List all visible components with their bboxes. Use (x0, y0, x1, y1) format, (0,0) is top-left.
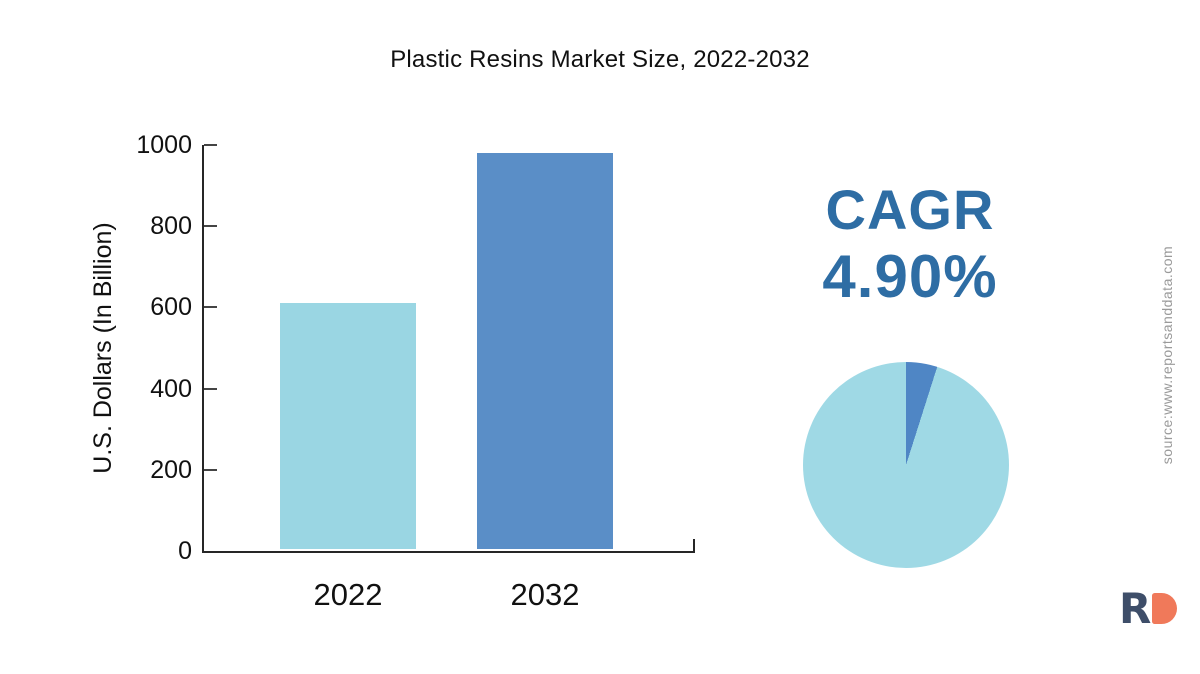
chart-title: Plastic Resins Market Size, 2022-2032 (390, 46, 810, 73)
bar-2032 (477, 153, 613, 549)
y-axis-line (202, 145, 204, 553)
y-tick-mark-800 (204, 225, 217, 228)
x-axis-line (202, 551, 695, 553)
y-tick-label-0: 0 (178, 537, 192, 565)
x-tick-label-2022: 2022 (313, 577, 383, 612)
bar-chart-plot-area: 0 200 400 600 800 1000 2022 2032 (136, 132, 695, 612)
logo-letter-r: R (1119, 584, 1151, 633)
cagr-block: CAGR 4.90% (775, 180, 1045, 314)
y-tick-label-600: 600 (150, 293, 192, 322)
y-tick-label-400: 400 (150, 374, 192, 403)
source-attribution: source:www.reportsanddata.com (1159, 245, 1175, 465)
brand-logo: R (1119, 584, 1178, 633)
cagr-value: 4.90% (822, 243, 998, 310)
y-tick-mark-200 (204, 468, 217, 471)
logo-letter-d-shape (1152, 593, 1178, 624)
x-tick-label-2032: 2032 (510, 577, 580, 612)
cagr-pie-chart (803, 362, 1009, 568)
x-axis-end-tick (693, 539, 695, 551)
y-tick-label-800: 800 (150, 212, 192, 241)
y-tick-mark-1000 (204, 144, 217, 146)
bar-2022 (280, 303, 416, 549)
y-tick-label-1000: 1000 (136, 131, 192, 159)
y-tick-mark-600 (204, 306, 217, 309)
y-tick-label-200: 200 (150, 455, 192, 484)
y-tick-mark-400 (204, 387, 217, 390)
cagr-label: CAGR (825, 178, 995, 241)
